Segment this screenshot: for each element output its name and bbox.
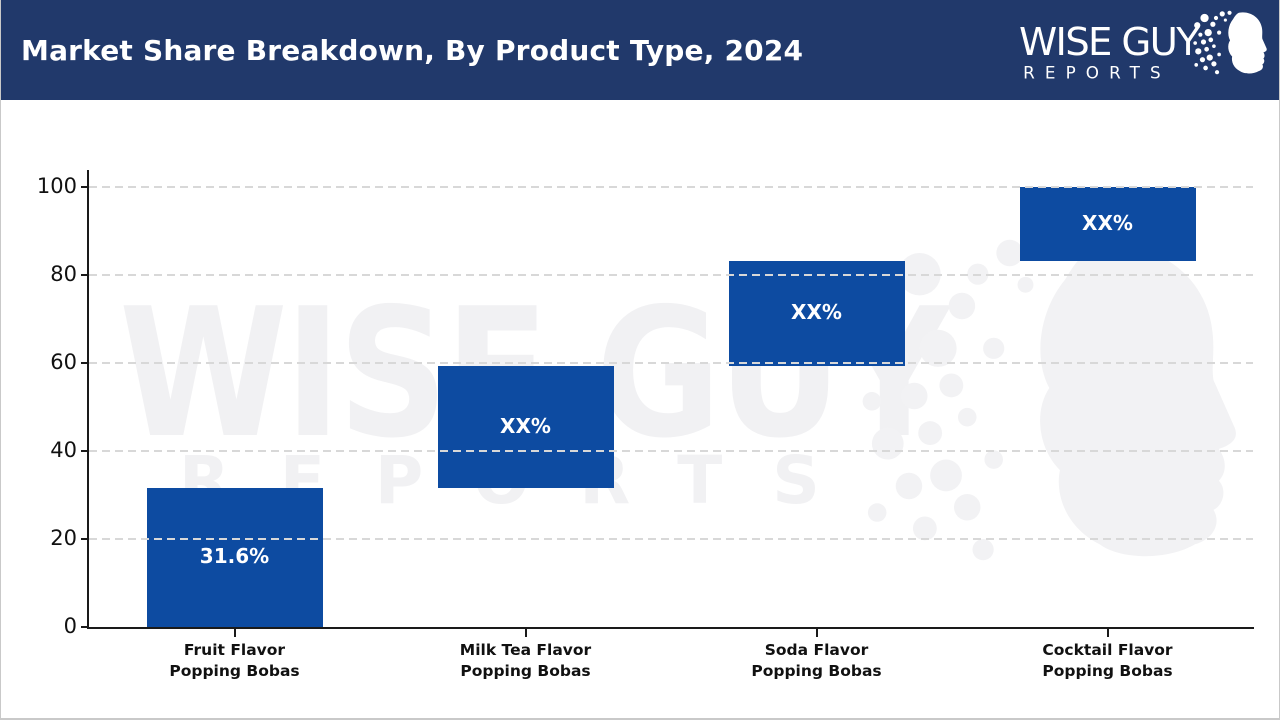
- x-category-label-line: Popping Bobas: [751, 662, 882, 680]
- waterfall-bar: [146, 487, 323, 627]
- x-axis: [87, 627, 1254, 629]
- y-tick-mark: [81, 538, 89, 540]
- y-tick-mark: [81, 450, 89, 452]
- x-category-label-line: Popping Bobas: [169, 662, 300, 680]
- x-category-label-line: Milk Tea Flavor: [459, 641, 592, 659]
- y-tick-mark: [81, 186, 89, 188]
- y-axis: [87, 170, 89, 629]
- bar-value-label: XX%: [791, 300, 842, 325]
- gridline: [89, 450, 1253, 452]
- y-tick-mark: [81, 626, 89, 628]
- gridline: [89, 274, 1253, 276]
- x-category-label: Soda Flavor Popping Bobas: [677, 640, 957, 682]
- gridline: [89, 186, 1253, 188]
- waterfall-bar: [1019, 187, 1196, 261]
- x-category-label-line: Cocktail Flavor: [1042, 641, 1173, 659]
- x-category-label-line: Popping Bobas: [460, 662, 591, 680]
- x-category-label-line: Popping Bobas: [1042, 662, 1173, 680]
- y-tick-label: 40: [50, 438, 77, 462]
- x-tick-mark: [233, 629, 236, 637]
- y-tick-label: 0: [63, 614, 77, 638]
- waterfall-bar: [437, 365, 614, 488]
- y-tick-label: 20: [50, 526, 77, 550]
- logo-text-reports: REPORTS: [1023, 63, 1170, 83]
- x-category-label-line: Soda Flavor: [764, 641, 869, 659]
- x-category-label: Fruit Flavor Popping Bobas: [95, 640, 375, 682]
- bar-value-label: XX%: [500, 413, 551, 438]
- x-tick-mark: [1106, 629, 1109, 637]
- y-tick-label: 60: [50, 350, 77, 374]
- gridline: [89, 538, 1253, 540]
- y-tick-label: 80: [50, 262, 77, 286]
- bar-value-label: XX%: [1082, 210, 1133, 235]
- logo-text-wise-guy: WISE GUY: [1019, 20, 1200, 65]
- bar-value-label: 31.6%: [199, 544, 270, 569]
- wiseguy-head-icon: [1193, 10, 1267, 75]
- x-category-label: Milk Tea Flavor Popping Bobas: [386, 640, 666, 682]
- header-bar: Market Share Breakdown, By Product Type,…: [1, 0, 1279, 100]
- y-tick-mark: [81, 274, 89, 276]
- y-tick-label: 100: [36, 174, 77, 198]
- face-profile-shape: [1040, 245, 1236, 557]
- x-tick-mark: [524, 629, 527, 637]
- waterfall-bar: [728, 260, 905, 366]
- x-category-label: Cocktail Flavor Popping Bobas: [968, 640, 1248, 682]
- x-tick-mark: [815, 629, 818, 637]
- wiseguy-head-watermark-icon: [862, 237, 1236, 561]
- y-tick-mark: [81, 362, 89, 364]
- x-category-label-line: Fruit Flavor: [183, 641, 286, 659]
- wiseguy-reports-logo: WISE GUY REPORTS: [1019, 10, 1267, 83]
- gridline: [89, 362, 1253, 364]
- page-title: Market Share Breakdown, By Product Type,…: [21, 33, 804, 67]
